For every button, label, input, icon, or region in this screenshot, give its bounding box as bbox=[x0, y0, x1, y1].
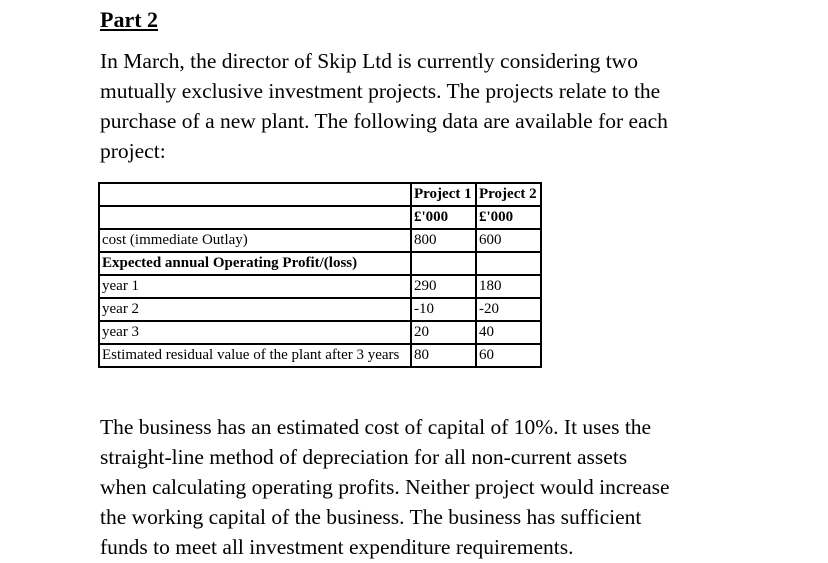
part-2-heading: Part 2 bbox=[100, 7, 159, 32]
project1-value-cell: 20 bbox=[411, 321, 476, 344]
table-row-cost: cost (immediate Outlay) 800 600 bbox=[99, 229, 541, 252]
header-project2-cell: Project 2 bbox=[476, 183, 541, 206]
project2-value-cell: 180 bbox=[476, 275, 541, 298]
units-project2-cell: £'000 bbox=[476, 206, 541, 229]
notes-paragraph: The business has an estimated cost of ca… bbox=[100, 415, 670, 559]
row-label-cell: year 1 bbox=[99, 275, 411, 298]
row-label-cell: Estimated residual value of the plant af… bbox=[99, 344, 411, 367]
project1-value-cell: 80 bbox=[411, 344, 476, 367]
project2-value-cell bbox=[476, 252, 541, 275]
intro-paragraph: In March, the director of Skip Ltd is cu… bbox=[100, 49, 668, 163]
table-header-row: Project 1 Project 2 bbox=[99, 183, 541, 206]
row-label-cell: cost (immediate Outlay) bbox=[99, 229, 411, 252]
units-empty-cell bbox=[99, 206, 411, 229]
project2-value-cell: 40 bbox=[476, 321, 541, 344]
table-row-year2: year 2 -10 -20 bbox=[99, 298, 541, 321]
header-empty-cell bbox=[99, 183, 411, 206]
project2-value-cell: -20 bbox=[476, 298, 541, 321]
row-label-cell: year 2 bbox=[99, 298, 411, 321]
project1-value-cell: 800 bbox=[411, 229, 476, 252]
table-row-year1: year 1 290 180 bbox=[99, 275, 541, 298]
table-row-section-operating-profit: Expected annual Operating Profit/(loss) bbox=[99, 252, 541, 275]
project2-value-cell: 600 bbox=[476, 229, 541, 252]
project1-value-cell bbox=[411, 252, 476, 275]
table-row-residual-value: Estimated residual value of the plant af… bbox=[99, 344, 541, 367]
project1-value-cell: -10 bbox=[411, 298, 476, 321]
units-project1-cell: £'000 bbox=[411, 206, 476, 229]
table-row-year3: year 3 20 40 bbox=[99, 321, 541, 344]
project1-value-cell: 290 bbox=[411, 275, 476, 298]
row-label-cell: year 3 bbox=[99, 321, 411, 344]
projects-table: Project 1 Project 2 £'000 £'000 cost (im… bbox=[98, 182, 542, 368]
table-units-row: £'000 £'000 bbox=[99, 206, 541, 229]
header-project1-cell: Project 1 bbox=[411, 183, 476, 206]
project2-value-cell: 60 bbox=[476, 344, 541, 367]
row-label-cell: Expected annual Operating Profit/(loss) bbox=[99, 252, 411, 275]
